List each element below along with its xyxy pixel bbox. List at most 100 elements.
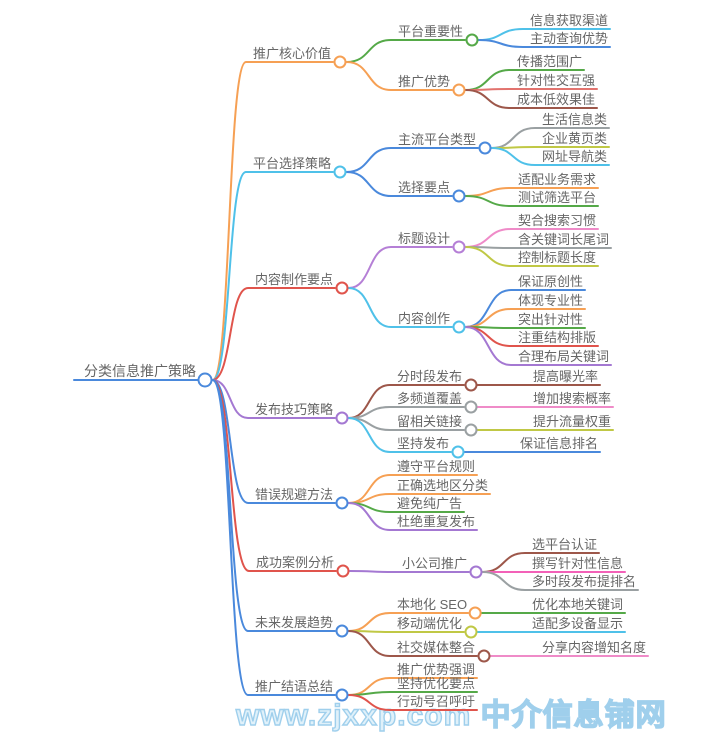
branch-line-selection-points — [345, 171, 453, 197]
node-connector-future-trends[interactable] — [335, 624, 349, 638]
node-label-multi-channel[interactable]: 多频道覆盖 — [397, 391, 462, 406]
node-label-correct-category[interactable]: 正确选地区分类 — [397, 478, 488, 493]
node-label-core-value[interactable]: 推广核心价值 — [253, 46, 331, 61]
node-label-exposure-rate[interactable]: 提高曝光率 — [533, 369, 598, 384]
node-label-platform-cert[interactable]: 选平台认证 — [532, 537, 597, 552]
node-connector-related-links[interactable] — [464, 423, 478, 437]
node-label-future-trends[interactable]: 未来发展趋势 — [255, 615, 333, 630]
branch-line-url-navigation — [490, 147, 610, 166]
node-label-wide-spread[interactable]: 传播范围广 — [517, 54, 582, 69]
node-label-traffic-weight[interactable]: 提升流量权重 — [533, 414, 611, 429]
node-label-search-probability[interactable]: 增加搜索概率 — [533, 391, 611, 406]
branch-line-small-company — [348, 570, 470, 573]
node-label-yellow-pages[interactable]: 企业黄页类 — [542, 131, 607, 146]
node-label-multi-device[interactable]: 适配多设备显示 — [532, 616, 623, 631]
branch-line-active-query — [477, 39, 611, 48]
node-label-promo-advantage[interactable]: 推广优势 — [398, 74, 450, 89]
node-label-timed-publish[interactable]: 分时段发布 — [397, 369, 462, 384]
node-label-title-design[interactable]: 标题设计 — [398, 231, 450, 246]
branch-line-mainstream-types — [345, 147, 479, 173]
node-connector-case-analysis[interactable] — [336, 564, 350, 578]
node-connector-content-creation[interactable] — [452, 320, 466, 334]
node-label-originality[interactable]: 保证原创性 — [518, 274, 583, 289]
node-connector-keep-publishing[interactable] — [451, 445, 465, 459]
node-label-test-filter[interactable]: 测试筛选平台 — [518, 190, 596, 205]
node-connector-root[interactable] — [197, 372, 213, 388]
node-label-share-popularity[interactable]: 分享内容增知名度 — [542, 640, 646, 655]
node-label-targeted-writing[interactable]: 撰写针对性信息 — [532, 556, 623, 571]
node-label-case-analysis[interactable]: 成功案例分析 — [256, 555, 334, 570]
node-connector-error-avoid[interactable] — [335, 496, 349, 510]
branch-line-promo-advantage — [345, 61, 453, 91]
node-label-match-business[interactable]: 适配业务需求 — [518, 172, 596, 187]
branch-line-mobile-optimization — [347, 630, 465, 633]
node-label-platform-strategy[interactable]: 平台选择策略 — [253, 156, 331, 171]
node-label-summary[interactable]: 推广结语总结 — [255, 679, 333, 694]
node-label-publish-skills[interactable]: 发布技巧策略 — [255, 402, 333, 417]
node-label-selection-points[interactable]: 选择要点 — [398, 180, 450, 195]
node-label-root[interactable]: 分类信息推广策略 — [84, 363, 196, 379]
node-connector-social-integration[interactable] — [477, 649, 491, 663]
node-label-info-channel[interactable]: 信息获取渠道 — [530, 13, 608, 28]
branch-line-targeted-interaction — [464, 88, 598, 91]
node-label-multi-time-ranking[interactable]: 多时段发布提排名 — [532, 574, 636, 589]
node-connector-content-points[interactable] — [335, 281, 349, 295]
node-label-pertinence[interactable]: 突出针对性 — [518, 312, 583, 327]
node-label-info-ranking[interactable]: 保证信息排名 — [520, 436, 598, 451]
node-label-keyword-layout[interactable]: 合理布局关键词 — [518, 349, 609, 364]
node-label-keep-publishing[interactable]: 坚持发布 — [397, 436, 449, 451]
branch-line-title-design — [347, 246, 453, 289]
branch-line-content-points — [211, 287, 336, 381]
node-label-life-info[interactable]: 生活信息类 — [542, 112, 607, 127]
branch-line-case-analysis — [211, 379, 337, 572]
mindmap-labels: 分类信息推广策略 推广核心价值平台选择策略内容制作要点发布技巧策略错误规避方法成功… — [84, 13, 646, 709]
node-label-keep-optimizing[interactable]: 坚持优化要点 — [397, 676, 475, 691]
node-label-low-cost[interactable]: 成本低效果佳 — [517, 92, 595, 107]
node-label-advantage-emphasis[interactable]: 推广优势强调 — [397, 662, 475, 677]
node-label-small-company[interactable]: 小公司推广 — [402, 556, 467, 571]
node-label-local-keywords[interactable]: 优化本地关键词 — [532, 597, 623, 612]
node-label-mainstream-types[interactable]: 主流平台类型 — [398, 132, 476, 147]
node-label-no-duplicates[interactable]: 杜绝重复发布 — [397, 514, 475, 529]
node-label-active-query[interactable]: 主动查询优势 — [530, 31, 608, 46]
node-connector-mainstream-types[interactable] — [478, 141, 492, 155]
node-connector-summary[interactable] — [335, 688, 349, 702]
node-label-search-habits[interactable]: 契合搜索习惯 — [518, 213, 596, 228]
node-label-social-integration[interactable]: 社交媒体整合 — [397, 640, 475, 655]
branch-line-keyword-layout — [464, 326, 612, 366]
node-connector-mobile-optimization[interactable] — [464, 625, 478, 639]
node-connector-local-seo[interactable] — [468, 606, 482, 620]
node-connector-core-value[interactable] — [333, 55, 347, 69]
branch-line-keep-publishing — [347, 417, 452, 453]
mindmap-edges — [73, 28, 649, 711]
node-label-targeted-interaction[interactable]: 针对性交互强 — [517, 73, 595, 88]
node-connector-selection-points[interactable] — [452, 189, 466, 203]
node-connector-small-company[interactable] — [469, 565, 483, 579]
watermark-text: www.zjxxp.com 中介信息铺网 — [235, 698, 667, 732]
node-label-platform-importance[interactable]: 平台重要性 — [398, 24, 463, 39]
node-label-local-seo[interactable]: 本地化 SEO — [397, 597, 467, 612]
node-label-error-avoid[interactable]: 错误规避方法 — [255, 487, 333, 502]
node-connector-platform-importance[interactable] — [465, 33, 479, 47]
node-label-avoid-pure-ads[interactable]: 避免纯广告 — [397, 496, 462, 511]
node-label-follow-rules[interactable]: 遵守平台规则 — [397, 459, 475, 474]
node-label-long-tail-keywords[interactable]: 含关键词长尾词 — [518, 232, 609, 247]
node-connector-publish-skills[interactable] — [335, 411, 349, 425]
node-connector-multi-channel[interactable] — [464, 400, 478, 414]
node-label-content-creation[interactable]: 内容创作 — [398, 311, 450, 326]
node-label-title-length[interactable]: 控制标题长度 — [518, 250, 596, 265]
node-label-professionalism[interactable]: 体现专业性 — [518, 293, 583, 308]
node-label-content-points[interactable]: 内容制作要点 — [255, 272, 333, 287]
node-label-call-to-action[interactable]: 行动号召呼吁 — [397, 694, 475, 709]
node-connector-timed-publish[interactable] — [464, 378, 478, 392]
node-connector-platform-strategy[interactable] — [333, 165, 347, 179]
node-label-related-links[interactable]: 留相关链接 — [397, 414, 462, 429]
branch-line-content-creation — [347, 287, 453, 328]
node-label-structure-layout[interactable]: 注重结构排版 — [518, 330, 596, 345]
node-connector-promo-advantage[interactable] — [452, 83, 466, 97]
node-label-mobile-optimization[interactable]: 移动端优化 — [397, 616, 462, 631]
node-connector-title-design[interactable] — [452, 240, 466, 254]
branch-line-title-length — [464, 246, 599, 267]
node-label-url-navigation[interactable]: 网址导航类 — [542, 149, 607, 164]
